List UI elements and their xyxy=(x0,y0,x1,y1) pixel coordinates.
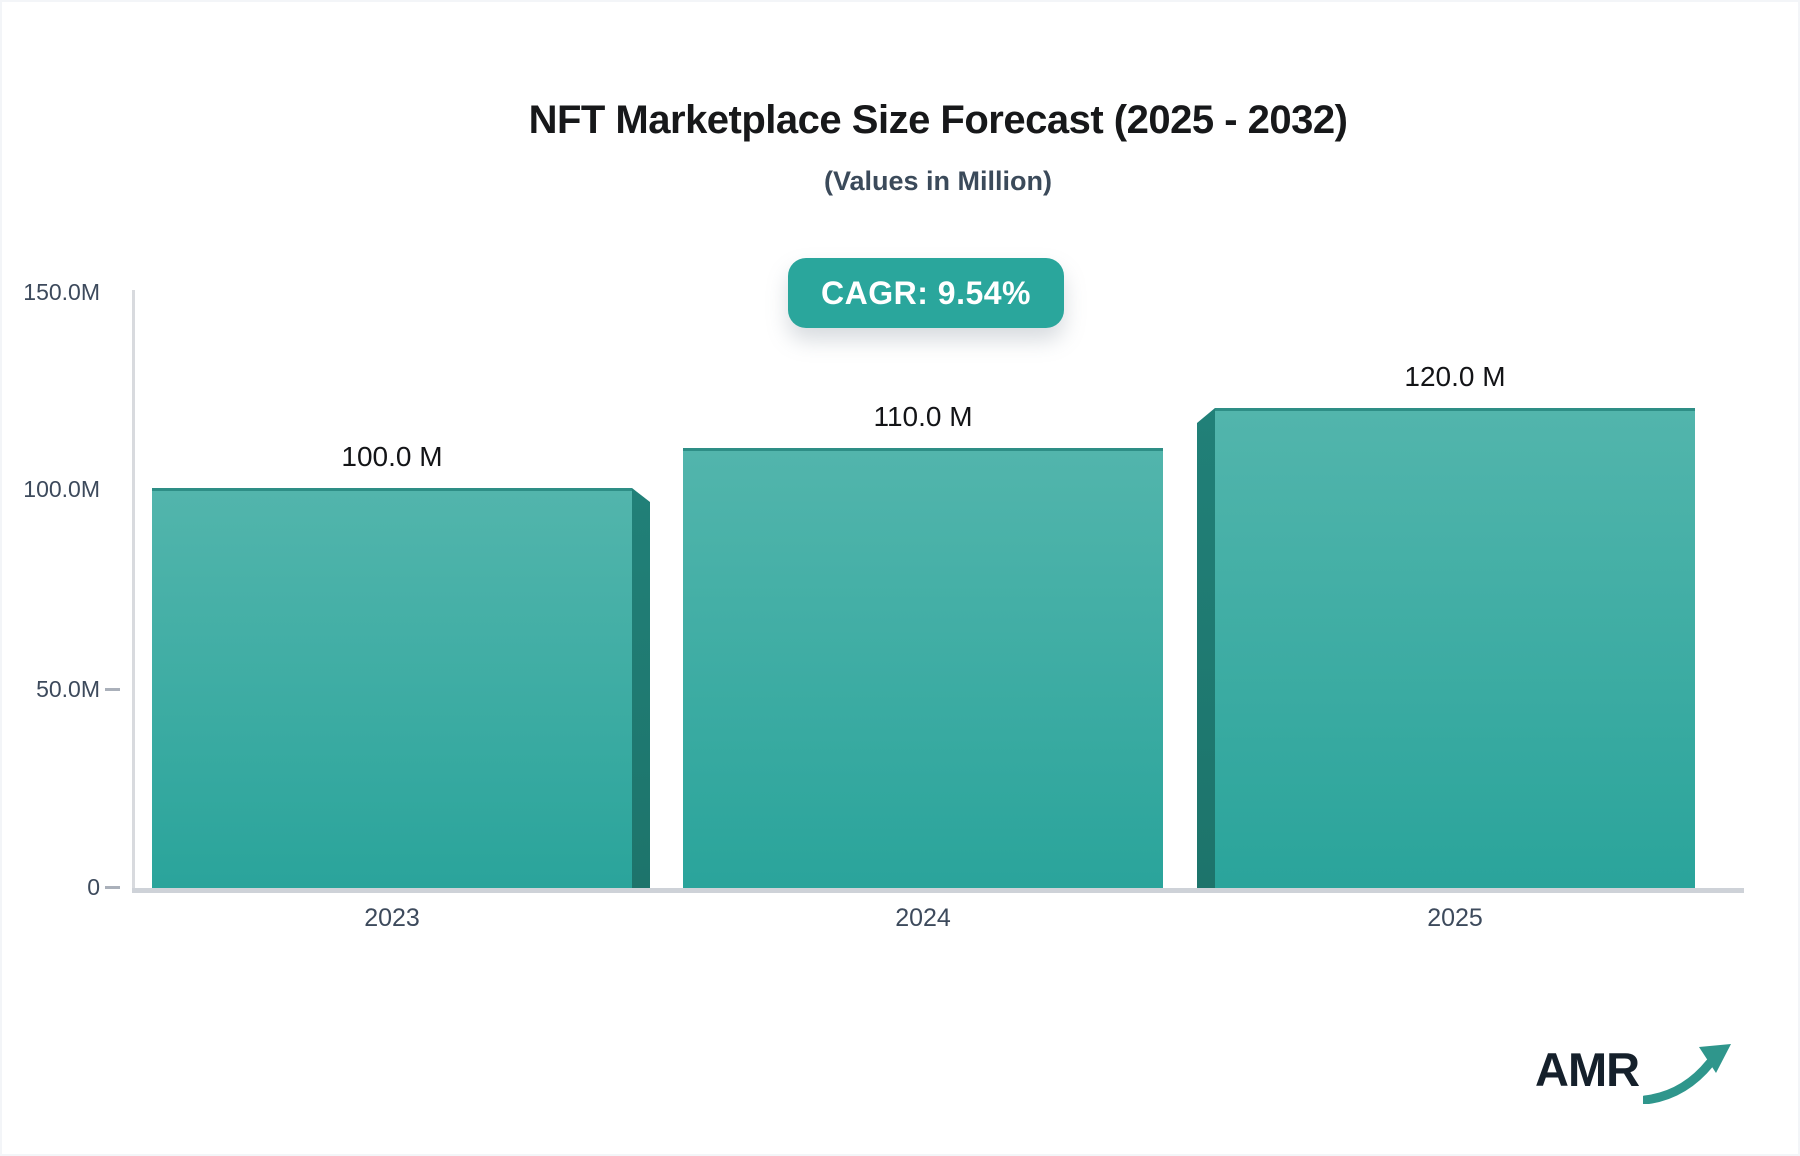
y-axis-tick-label: 100.0M xyxy=(23,476,100,502)
y-axis-tick-mark xyxy=(105,886,120,889)
y-axis-tick-label: 0 xyxy=(87,874,100,900)
chart-subtitle: (Values in Million) xyxy=(823,166,1053,196)
bar-value-label: 110.0 M xyxy=(873,401,973,432)
x-axis-category-label: 2023 xyxy=(364,904,420,932)
cagr-badge: CAGR: 9.54% xyxy=(788,258,1064,328)
bar-2023 xyxy=(152,488,632,888)
x-axis-category-label: 2025 xyxy=(1427,904,1483,932)
bar-3d-side xyxy=(1197,408,1215,888)
bar-2024 xyxy=(683,448,1163,888)
chart-title: NFT Marketplace Size Forecast (2025 - 20… xyxy=(528,98,1348,142)
y-axis-line xyxy=(132,290,135,890)
growth-arrow-icon xyxy=(1643,1044,1731,1104)
cagr-badge-label: CAGR: 9.54% xyxy=(821,274,1031,311)
bar-value-label: 100.0 M xyxy=(341,441,443,472)
amr-logo-text: AMR xyxy=(1535,1043,1640,1096)
bar-3d-side xyxy=(632,488,650,888)
x-axis-category-label: 2024 xyxy=(895,904,951,932)
y-axis-tick-mark xyxy=(105,688,120,691)
bar-value-label: 120.0 M xyxy=(1404,361,1506,392)
bar-2025 xyxy=(1215,408,1695,888)
y-axis-tick-label: 150.0M xyxy=(23,279,100,305)
y-axis-tick-label: 50.0M xyxy=(36,676,100,702)
x-axis-baseline xyxy=(132,888,1744,893)
amr-logo: AMR xyxy=(1535,1042,1731,1112)
